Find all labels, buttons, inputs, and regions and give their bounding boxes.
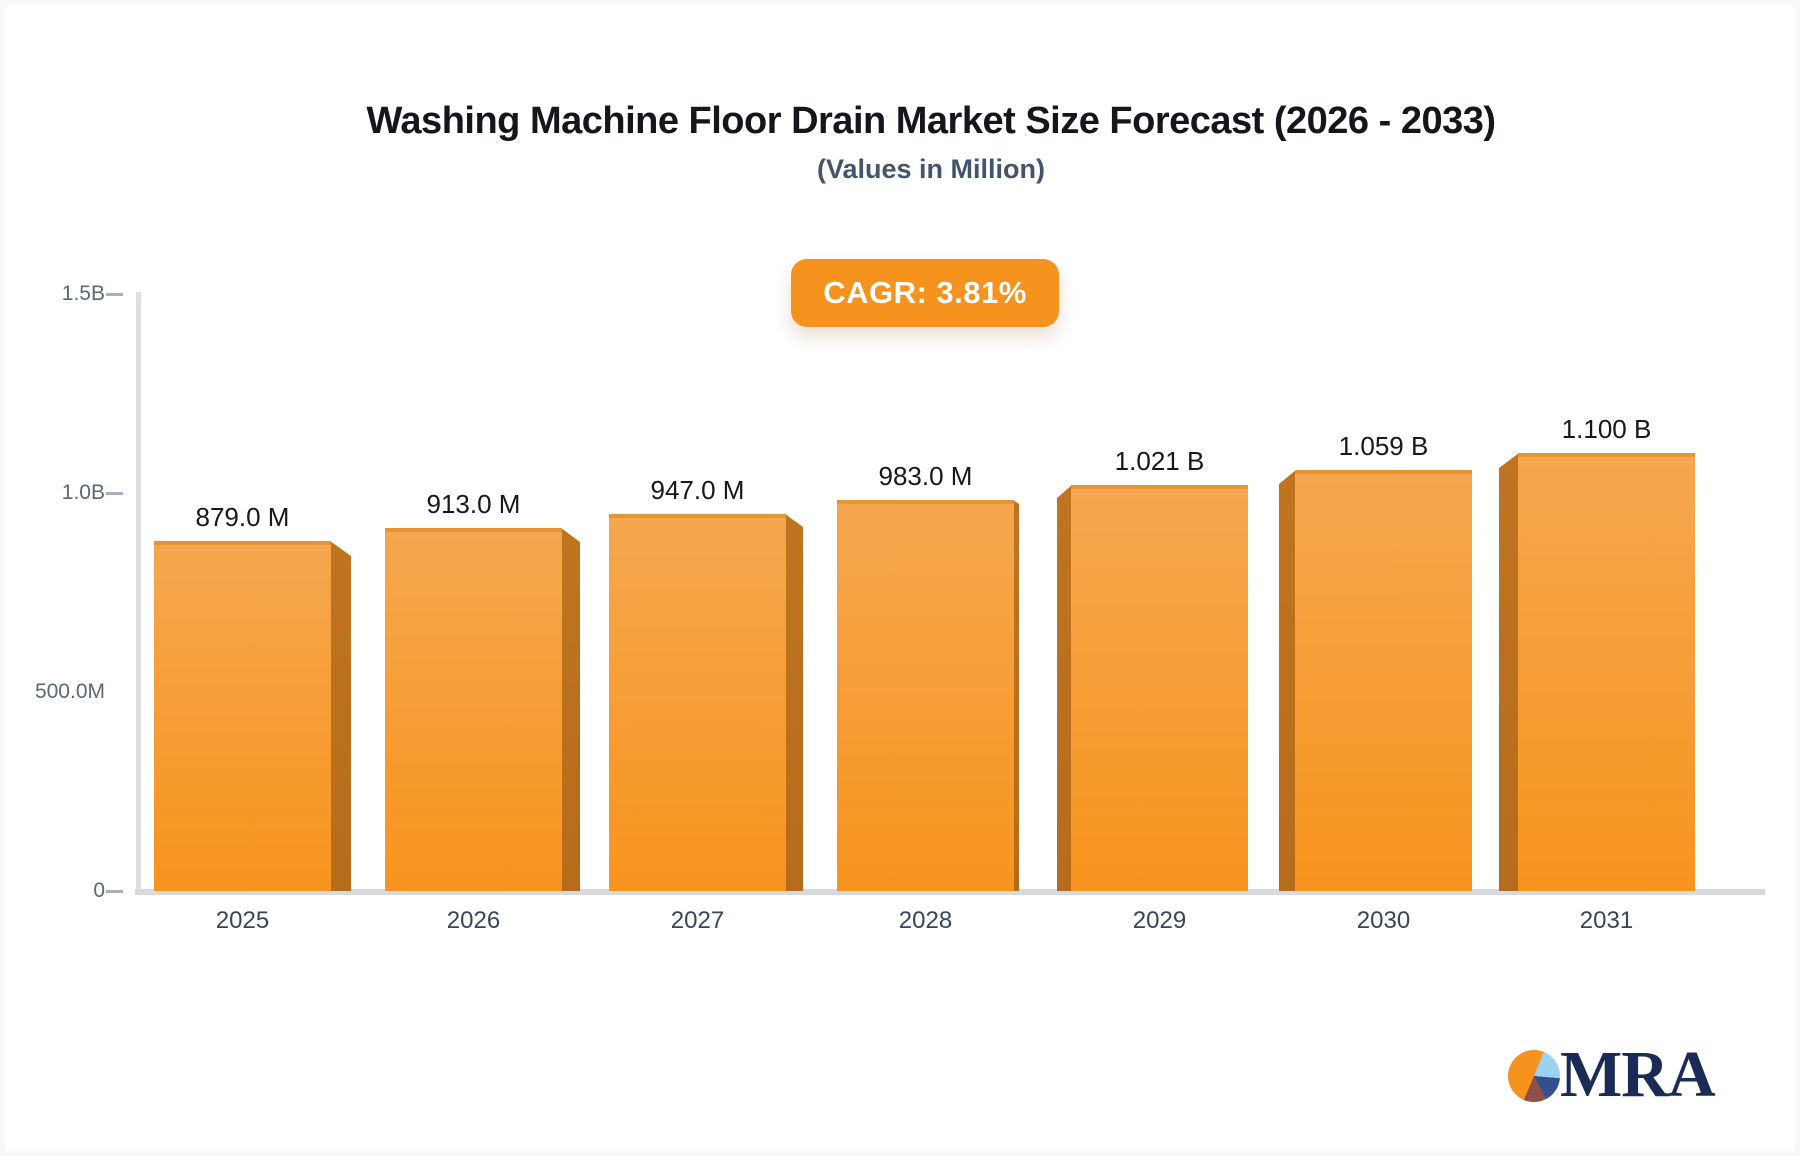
x-axis-label-2030: 2030	[1356, 907, 1411, 934]
mra-logo: MRA	[1508, 1035, 1738, 1115]
bar-side-2031	[1499, 453, 1519, 891]
bar-2029[interactable]	[1071, 485, 1248, 891]
chart-title: Washing Machine Floor Drain Market Size …	[366, 100, 1496, 142]
bar-side-2025	[330, 541, 351, 891]
x-axis-label-2028: 2028	[898, 907, 953, 934]
bar-top-edge-2028	[837, 500, 1014, 504]
y-axis-label-0: 0	[93, 879, 105, 902]
bar-side-2028	[1013, 500, 1019, 891]
x-axis-label-2027: 2027	[670, 907, 725, 934]
y-axis-tick-1.5B	[106, 293, 123, 296]
bar-top-edge-2031	[1518, 453, 1695, 457]
bar-2026[interactable]	[385, 528, 562, 891]
logo-text: MRA	[1560, 1038, 1716, 1111]
bar-2025[interactable]	[154, 541, 331, 891]
chart-card: Washing Machine Floor Drain Market Size …	[5, 5, 1795, 1151]
pie-chart-logo-icon	[1508, 1050, 1560, 1102]
y-axis-tick-0	[106, 890, 123, 893]
bar-value-label-2026: 913.0 M	[426, 489, 521, 519]
bar-value-label-2029: 1.021 B	[1114, 446, 1205, 476]
bar-value-label-2027: 947.0 M	[650, 475, 745, 505]
bar-top-edge-2026	[385, 528, 562, 532]
x-axis-label-2031: 2031	[1579, 907, 1634, 934]
cagr-badge-label: CAGR: 3.81%	[823, 275, 1027, 310]
x-axis-label-2029: 2029	[1132, 907, 1187, 934]
x-axis-line	[135, 889, 1765, 895]
bar-2028[interactable]	[837, 500, 1014, 891]
x-axis-label-2025: 2025	[215, 907, 270, 934]
y-axis-tick-1.0B	[106, 492, 123, 495]
bar-top-edge-2030	[1295, 470, 1472, 474]
plot-area: 879.0 M 2025 913.0 M 2026 947.0 M 2027 983.0 M…	[5, 5, 1795, 1151]
y-axis-label-500.0M: 500.0M	[34, 680, 105, 703]
bar-value-label-2031: 1.100 B	[1561, 414, 1652, 444]
bar-side-2030	[1279, 470, 1296, 891]
bar-side-2026	[561, 528, 580, 891]
bar-2027[interactable]	[609, 514, 786, 891]
chart-subtitle: (Values in Million)	[816, 154, 1046, 184]
bar-side-2027	[785, 514, 803, 891]
y-axis-label-1.5B: 1.5B	[61, 282, 105, 305]
y-axis-line	[136, 292, 141, 891]
bar-side-2029	[1057, 485, 1072, 891]
bar-value-label-2030: 1.059 B	[1338, 431, 1429, 461]
bar-value-label-2025: 879.0 M	[195, 502, 290, 532]
bar-value-label-2028: 983.0 M	[878, 461, 973, 491]
bar-top-edge-2025	[154, 541, 331, 545]
bar-top-edge-2029	[1071, 485, 1248, 489]
bar-top-edge-2027	[609, 514, 786, 518]
y-axis-label-1.0B: 1.0B	[61, 481, 105, 504]
x-axis-label-2026: 2026	[446, 907, 501, 934]
cagr-badge: CAGR: 3.81%	[791, 259, 1059, 327]
bar-2031[interactable]	[1518, 453, 1695, 891]
bar-2030[interactable]	[1295, 470, 1472, 891]
